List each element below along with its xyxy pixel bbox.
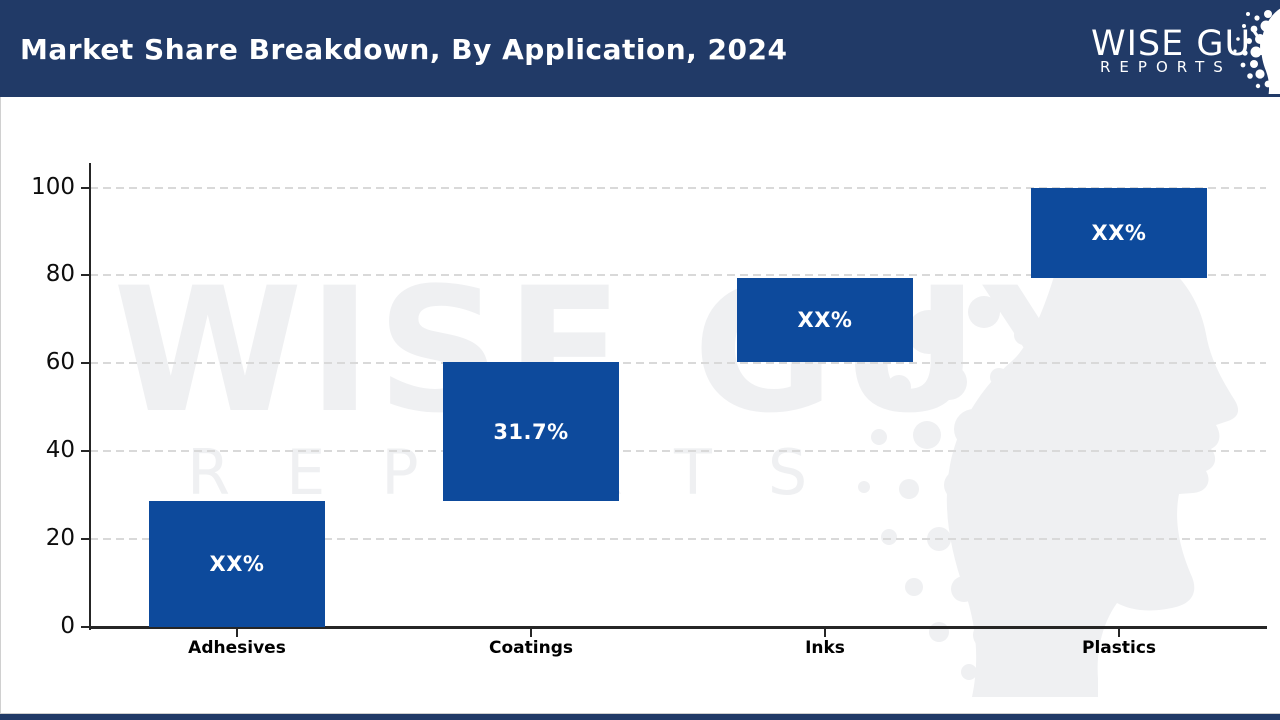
y-axis-tick xyxy=(81,538,90,541)
y-axis-tick-label: 80 xyxy=(45,261,75,288)
y-axis-tick-label: 20 xyxy=(45,525,75,552)
logo-subtext: REPORTS xyxy=(1100,58,1232,76)
y-gridline xyxy=(90,362,1266,365)
y-axis-tick-label: 60 xyxy=(45,349,75,376)
bar-value-label: XX% xyxy=(797,308,853,333)
y-axis-tick-label: 0 xyxy=(60,613,75,639)
category-label: Adhesives xyxy=(188,638,286,658)
y-axis-tick-label: 100 xyxy=(31,173,75,200)
bar-inks: XX% xyxy=(736,278,914,362)
bar-value-label: 31.7% xyxy=(493,419,569,444)
y-gridline xyxy=(90,538,1266,541)
wise-guy-reports-logo: WISE GUY REPORTS xyxy=(1028,0,1280,97)
y-axis-tick xyxy=(81,274,90,277)
logo-head-icon xyxy=(1233,8,1280,94)
page-title: Market Share Breakdown, By Application, … xyxy=(20,33,788,66)
x-axis-tick xyxy=(824,629,826,637)
bar-value-label: XX% xyxy=(209,552,265,577)
bar-adhesives: XX% xyxy=(148,501,326,627)
category-label: Inks xyxy=(805,638,845,658)
category-label: Plastics xyxy=(1081,638,1157,658)
y-gridline xyxy=(90,450,1266,453)
y-axis-tick xyxy=(81,450,90,453)
y-gridline xyxy=(90,274,1266,277)
y-axis-spine xyxy=(89,163,91,630)
watermark-head-graphic xyxy=(858,236,1239,697)
plot-area: 0 20 40 60 80 100 Adhesives XX% Coatings 31.7% Ink… xyxy=(1,97,1280,714)
y-axis-tick-label: 40 xyxy=(45,437,75,464)
x-axis-spine xyxy=(89,626,1267,629)
y-axis-tick xyxy=(81,362,90,365)
x-axis-tick xyxy=(236,629,238,637)
category-label: Coatings xyxy=(489,638,573,658)
header-bar: Market Share Breakdown, By Application, … xyxy=(0,0,1280,97)
logo-wordmark: WISE GUY xyxy=(1091,24,1274,64)
bar-value-label: XX% xyxy=(1091,220,1147,245)
x-axis-tick xyxy=(530,629,532,637)
bar-coatings: 31.7% xyxy=(442,361,620,502)
bar-plastics: XX% xyxy=(1030,187,1208,279)
y-axis-tick xyxy=(81,186,90,189)
y-gridline xyxy=(90,186,1266,189)
y-axis-tick xyxy=(81,626,90,628)
x-axis-tick xyxy=(1118,629,1120,637)
bottom-accent-strip xyxy=(0,713,1280,720)
